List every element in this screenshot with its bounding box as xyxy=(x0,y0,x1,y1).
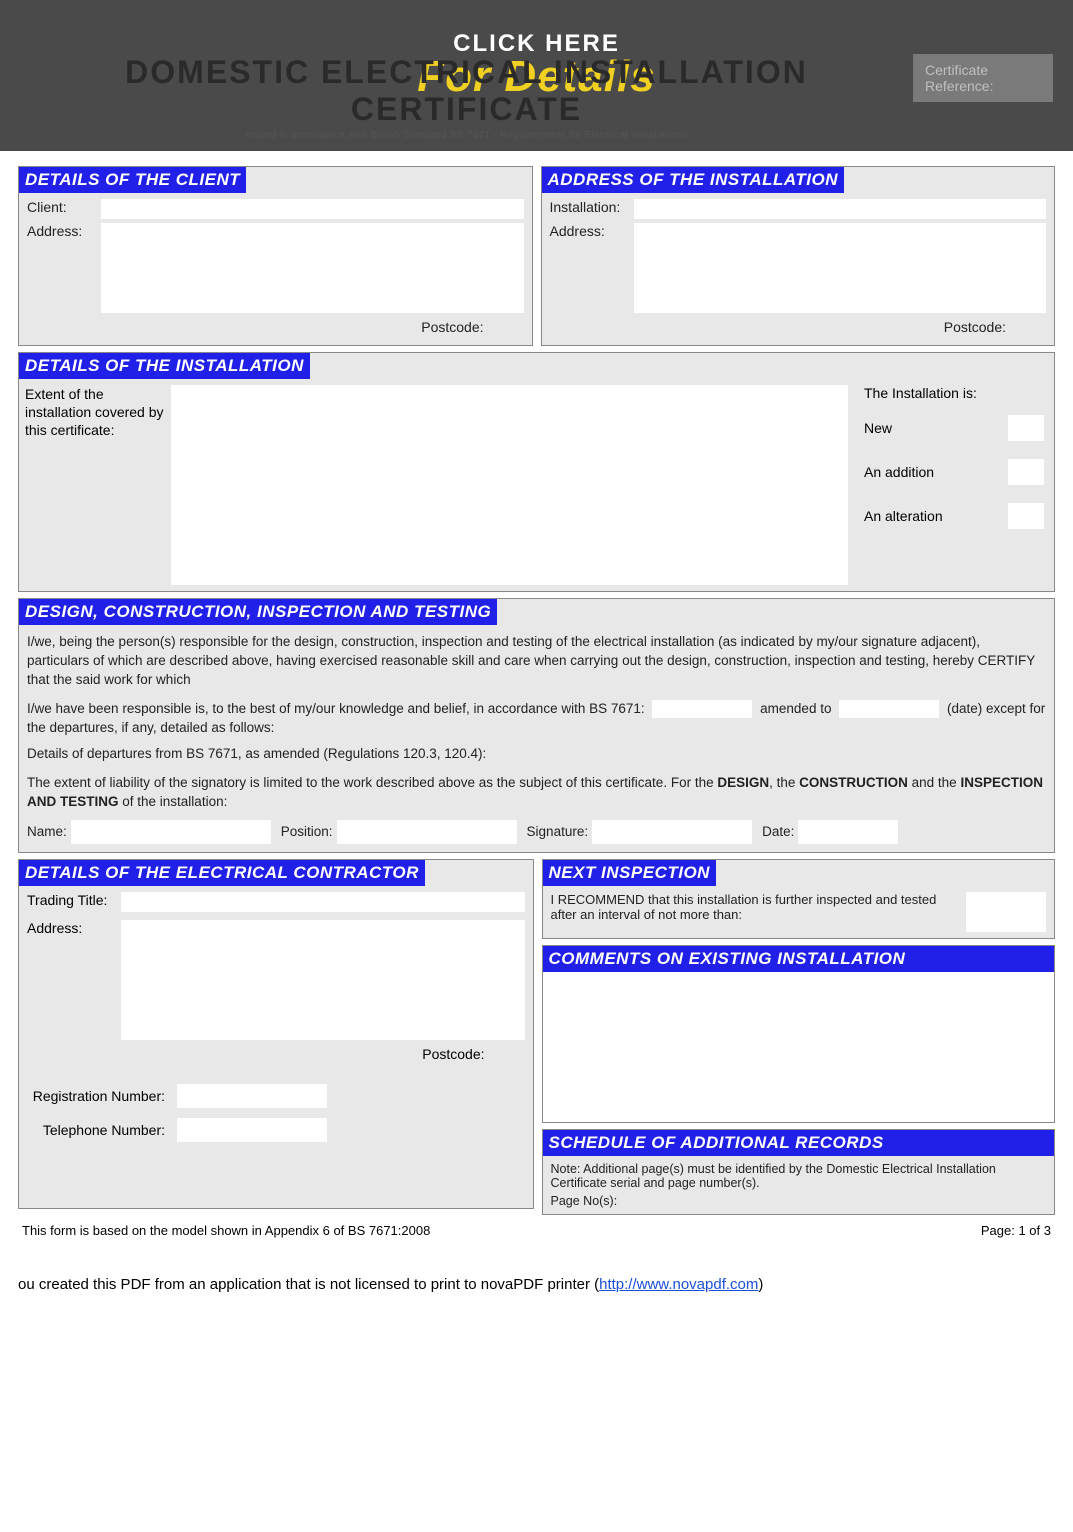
footer-left: This form is based on the model shown in… xyxy=(22,1223,430,1238)
next-inspection-input[interactable] xyxy=(966,892,1046,932)
reg-label: Registration Number: xyxy=(27,1088,177,1104)
contractor-address-input[interactable] xyxy=(121,920,525,1040)
design-para2a: I/we have been responsible is, to the be… xyxy=(27,701,645,716)
amended-to-input[interactable] xyxy=(839,700,939,718)
name-label: Name: xyxy=(27,823,67,842)
design-para4b: , the xyxy=(769,775,799,790)
bs7671-year-input[interactable] xyxy=(652,700,752,718)
cert-reference-box: Certificate Reference: xyxy=(913,54,1053,102)
design-bold-design: DESIGN xyxy=(717,775,769,790)
opt-alteration-checkbox[interactable] xyxy=(1008,503,1044,529)
design-para1: I/we, being the person(s) responsible fo… xyxy=(27,633,1046,690)
section-header-schedule: SCHEDULE OF ADDITIONAL RECORDS xyxy=(543,1130,1055,1156)
extent-input[interactable] xyxy=(171,385,848,585)
section-header-design: DESIGN, CONSTRUCTION, INSPECTION AND TES… xyxy=(19,599,497,625)
design-panel: DESIGN, CONSTRUCTION, INSPECTION AND TES… xyxy=(18,598,1055,853)
install-details-panel: DETAILS OF THE INSTALLATION Extent of th… xyxy=(18,352,1055,592)
design-para4d: of the installation: xyxy=(119,794,228,809)
install-address-input[interactable] xyxy=(634,223,1047,313)
design-para4a: The extent of liability of the signatory… xyxy=(27,775,717,790)
install-address-panel: ADDRESS OF THE INSTALLATION Installation… xyxy=(541,166,1056,346)
client-panel: DETAILS OF THE CLIENT Client: Address: P… xyxy=(18,166,533,346)
opt-new-checkbox[interactable] xyxy=(1008,415,1044,441)
reg-input[interactable] xyxy=(177,1084,327,1108)
installation-is-label: The Installation is: xyxy=(864,385,1044,401)
opt-addition-checkbox[interactable] xyxy=(1008,459,1044,485)
footer-right: Page: 1 of 3 xyxy=(981,1223,1051,1238)
extent-label: Extent of the installation covered by th… xyxy=(25,385,165,585)
page-title: DOMESTIC ELECTRICAL INSTALLATION CERTIFI… xyxy=(20,54,913,128)
section-header-next: NEXT INSPECTION xyxy=(543,860,716,886)
signature-label: Signature: xyxy=(527,823,589,842)
subtitle: Issued in accordance with British Standa… xyxy=(20,130,913,141)
section-header-comments: COMMENTS ON EXISTING INSTALLATION xyxy=(543,946,1055,972)
contractor-postcode-label: Postcode: xyxy=(27,1040,525,1066)
tel-label: Telephone Number: xyxy=(27,1122,177,1138)
opt-new-label: New xyxy=(864,420,892,436)
client-input[interactable] xyxy=(101,199,524,219)
schedule-panel: SCHEDULE OF ADDITIONAL RECORDS Note: Add… xyxy=(542,1129,1056,1215)
novapdf-link[interactable]: http://www.novapdf.com xyxy=(599,1276,758,1293)
opt-alteration-label: An alteration xyxy=(864,508,943,524)
client-postcode-label: Postcode: xyxy=(27,313,524,339)
client-address-input[interactable] xyxy=(101,223,524,313)
trading-label: Trading Title: xyxy=(27,892,117,908)
trading-input[interactable] xyxy=(121,892,525,912)
design-para3: Details of departures from BS 7671, as a… xyxy=(27,745,1046,764)
contractor-panel: DETAILS OF THE ELECTRICAL CONTRACTOR Tra… xyxy=(18,859,534,1209)
top-banner: CLICK HERE For Details DOMESTIC ELECTRIC… xyxy=(0,0,1073,151)
opt-addition-label: An addition xyxy=(864,464,934,480)
design-bold-construction: CONSTRUCTION xyxy=(799,775,908,790)
name-input[interactable] xyxy=(71,820,271,844)
date-label: Date: xyxy=(762,823,794,842)
installation-label: Installation: xyxy=(550,199,630,215)
pdf-note: ou created this PDF from an application … xyxy=(18,1246,1055,1303)
tel-input[interactable] xyxy=(177,1118,327,1142)
position-label: Position: xyxy=(281,823,333,842)
section-header-contractor: DETAILS OF THE ELECTRICAL CONTRACTOR xyxy=(19,860,425,886)
install-postcode-label: Postcode: xyxy=(550,313,1047,339)
comments-panel: COMMENTS ON EXISTING INSTALLATION xyxy=(542,945,1056,1123)
next-inspection-panel: NEXT INSPECTION I RECOMMEND that this in… xyxy=(542,859,1056,939)
position-input[interactable] xyxy=(337,820,517,844)
page-nos-label: Page No(s): xyxy=(551,1194,618,1208)
section-header-client: DETAILS OF THE CLIENT xyxy=(19,167,246,193)
contractor-address-label: Address: xyxy=(27,920,117,1040)
client-label: Client: xyxy=(27,199,97,215)
section-header-install-addr: ADDRESS OF THE INSTALLATION xyxy=(542,167,845,193)
schedule-note: Note: Additional page(s) must be identif… xyxy=(551,1162,1047,1190)
section-header-install-details: DETAILS OF THE INSTALLATION xyxy=(19,353,310,379)
comments-input[interactable] xyxy=(543,972,1055,1122)
design-para4c: and the xyxy=(908,775,961,790)
installation-input[interactable] xyxy=(634,199,1047,219)
signature-input[interactable] xyxy=(592,820,752,844)
date-input[interactable] xyxy=(798,820,898,844)
install-address-label: Address: xyxy=(550,223,630,313)
next-inspection-text: I RECOMMEND that this installation is fu… xyxy=(551,892,961,932)
client-address-label: Address: xyxy=(27,223,97,313)
design-para2b: amended to xyxy=(760,701,831,716)
